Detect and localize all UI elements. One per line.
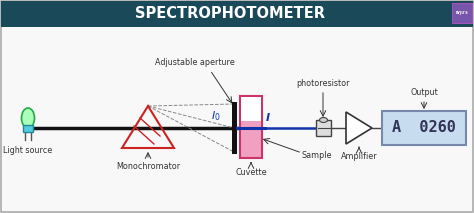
FancyBboxPatch shape bbox=[240, 96, 262, 158]
Text: Output: Output bbox=[410, 88, 438, 97]
Ellipse shape bbox=[21, 108, 35, 128]
FancyBboxPatch shape bbox=[241, 97, 261, 121]
FancyBboxPatch shape bbox=[232, 102, 237, 154]
FancyBboxPatch shape bbox=[23, 125, 33, 132]
Text: I: I bbox=[266, 113, 270, 123]
Text: Sample: Sample bbox=[302, 151, 332, 160]
Text: Amplifier: Amplifier bbox=[341, 152, 377, 161]
Text: BYJU'S: BYJU'S bbox=[456, 11, 468, 15]
Text: Adjustable aperture: Adjustable aperture bbox=[155, 58, 235, 67]
Text: photoresistor: photoresistor bbox=[296, 79, 350, 88]
Text: SPECTROPHOTOMETER: SPECTROPHOTOMETER bbox=[135, 7, 325, 22]
FancyBboxPatch shape bbox=[452, 3, 472, 23]
Text: A  0260: A 0260 bbox=[392, 121, 456, 135]
Text: $I_0$: $I_0$ bbox=[211, 109, 221, 123]
FancyBboxPatch shape bbox=[316, 120, 331, 136]
FancyBboxPatch shape bbox=[1, 1, 473, 27]
Polygon shape bbox=[346, 112, 372, 144]
Text: Cuvette: Cuvette bbox=[235, 168, 267, 177]
Ellipse shape bbox=[319, 118, 328, 122]
Text: Monochromator: Monochromator bbox=[116, 162, 180, 171]
FancyBboxPatch shape bbox=[382, 111, 466, 145]
Text: Light source: Light source bbox=[3, 146, 53, 155]
